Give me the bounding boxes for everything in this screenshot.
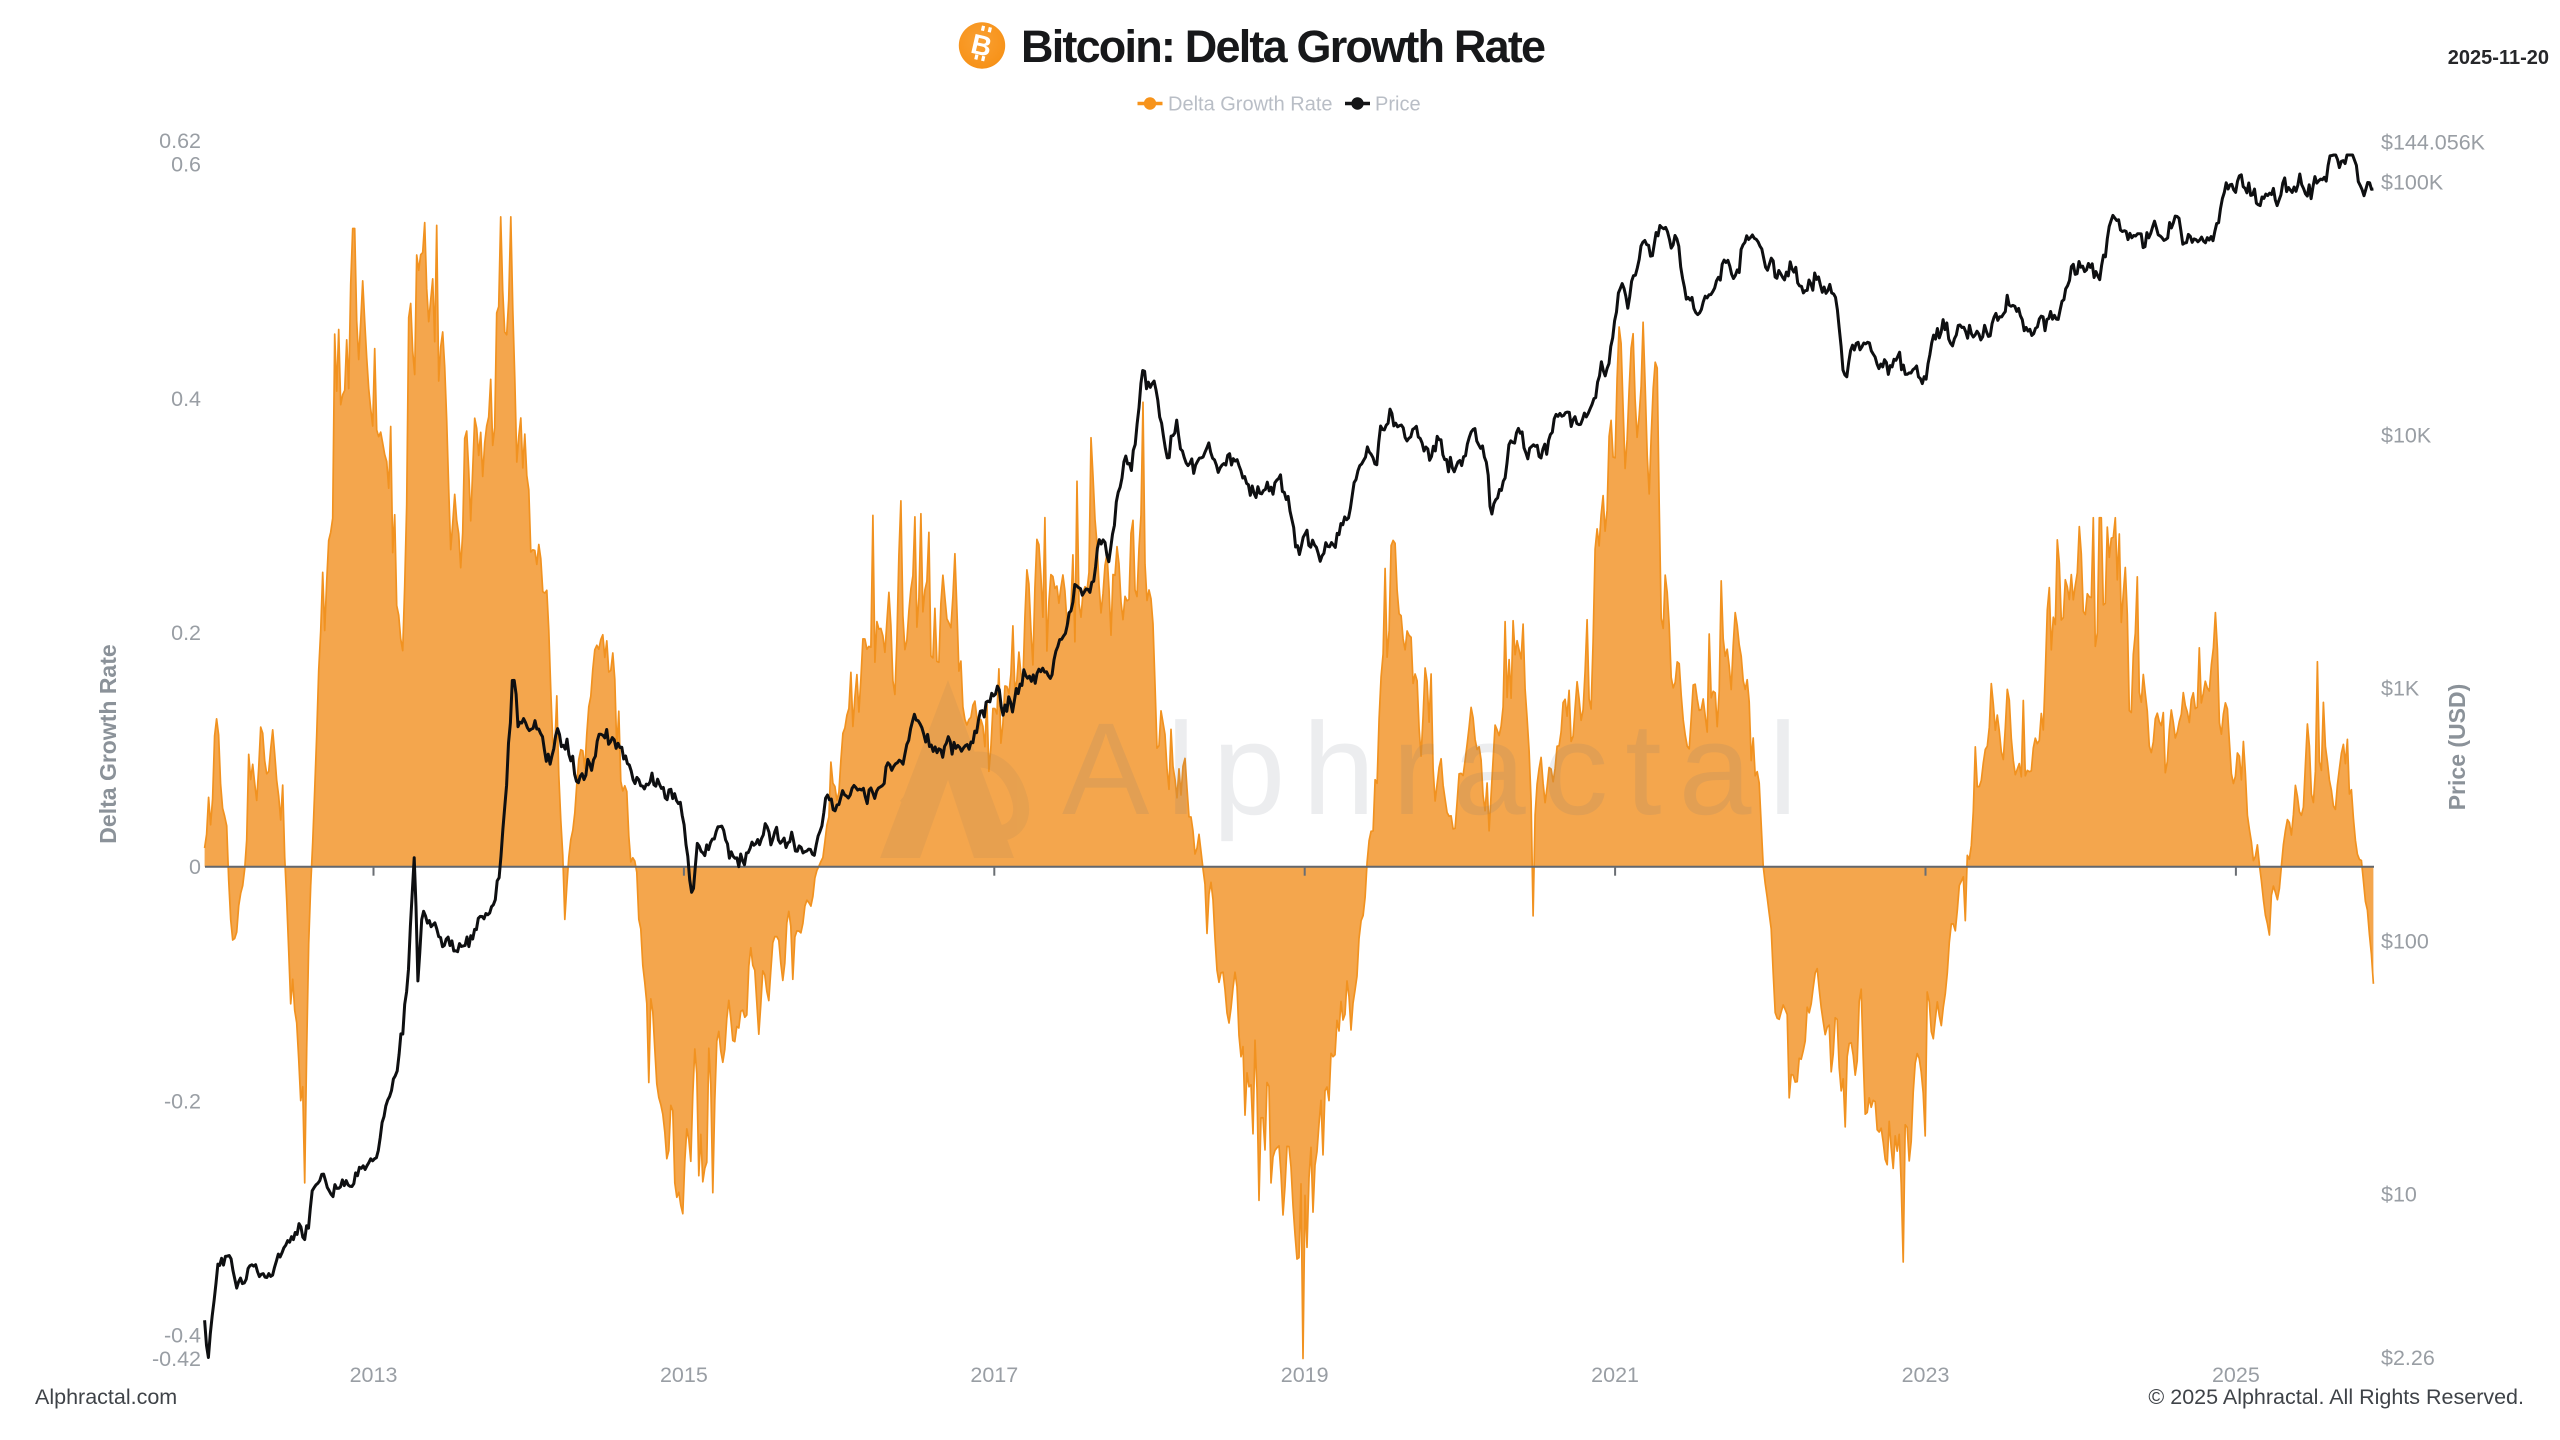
svg-text:2015: 2015 (660, 1363, 708, 1387)
svg-text:$2.26: $2.26 (2381, 1346, 2435, 1370)
svg-text:$144.056K: $144.056K (2381, 131, 2486, 155)
svg-text:2019: 2019 (1281, 1363, 1329, 1387)
svg-text:2023: 2023 (1902, 1363, 1950, 1387)
svg-text:-0.4: -0.4 (164, 1324, 201, 1348)
svg-text:Delta Growth Rate: Delta Growth Rate (95, 644, 121, 843)
svg-text:Price: Price (1375, 94, 1421, 116)
svg-text:© 2025 Alphractal. All Rights: © 2025 Alphractal. All Rights Reserved. (2148, 1385, 2524, 1409)
svg-text:2013: 2013 (350, 1363, 398, 1387)
svg-text:-0.2: -0.2 (164, 1089, 201, 1113)
svg-text:Bitcoin: Delta Growth Rate: Bitcoin: Delta Growth Rate (1021, 21, 1545, 72)
svg-text:0.6: 0.6 (171, 153, 201, 177)
svg-text:-0.42: -0.42 (152, 1347, 201, 1371)
svg-text:2017: 2017 (970, 1363, 1018, 1387)
svg-text:$1K: $1K (2381, 677, 2420, 701)
svg-text:$100K: $100K (2381, 171, 2444, 195)
svg-text:Price (USD): Price (USD) (2444, 684, 2470, 811)
svg-text:0.4: 0.4 (171, 387, 201, 411)
svg-text:$100: $100 (2381, 930, 2429, 954)
svg-text:Delta Growth Rate: Delta Growth Rate (1168, 94, 1333, 116)
svg-text:$10: $10 (2381, 1183, 2417, 1207)
svg-text:$10K: $10K (2381, 424, 2432, 448)
svg-text:Alphractal.com: Alphractal.com (35, 1385, 177, 1409)
svg-text:Alphractal: Alphractal (1062, 695, 1815, 842)
svg-text:2025-11-20: 2025-11-20 (2448, 47, 2549, 69)
svg-text:0.2: 0.2 (171, 621, 201, 645)
svg-text:0: 0 (189, 855, 201, 879)
svg-text:2025: 2025 (2212, 1363, 2260, 1387)
svg-text:0.62: 0.62 (159, 129, 201, 153)
svg-text:2021: 2021 (1591, 1363, 1639, 1387)
